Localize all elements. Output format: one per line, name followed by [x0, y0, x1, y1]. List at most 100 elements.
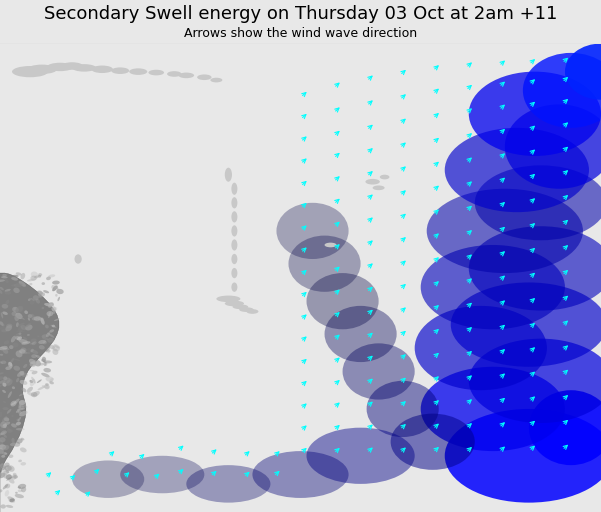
Ellipse shape [1, 360, 7, 364]
Ellipse shape [565, 44, 601, 100]
Ellipse shape [16, 313, 22, 319]
Ellipse shape [18, 404, 21, 410]
Ellipse shape [2, 390, 6, 393]
Ellipse shape [27, 279, 36, 282]
Ellipse shape [427, 189, 583, 273]
Ellipse shape [0, 322, 4, 326]
Ellipse shape [6, 476, 14, 481]
Ellipse shape [18, 326, 23, 332]
Ellipse shape [2, 445, 9, 451]
Ellipse shape [2, 311, 8, 315]
Ellipse shape [0, 472, 2, 476]
Ellipse shape [34, 316, 41, 321]
Ellipse shape [49, 340, 53, 343]
Ellipse shape [11, 438, 14, 443]
Ellipse shape [20, 447, 26, 453]
Ellipse shape [14, 442, 20, 447]
Ellipse shape [4, 435, 7, 438]
Ellipse shape [231, 254, 237, 264]
Ellipse shape [47, 333, 54, 338]
Ellipse shape [8, 467, 13, 470]
Ellipse shape [48, 312, 51, 318]
Ellipse shape [19, 393, 23, 396]
Ellipse shape [22, 388, 26, 392]
Ellipse shape [13, 343, 19, 348]
Polygon shape [0, 273, 59, 512]
Ellipse shape [37, 290, 43, 295]
Ellipse shape [20, 462, 26, 465]
Ellipse shape [27, 348, 32, 353]
Ellipse shape [2, 305, 10, 308]
Ellipse shape [20, 315, 23, 317]
Ellipse shape [178, 73, 194, 78]
Ellipse shape [14, 314, 19, 321]
Ellipse shape [1, 431, 7, 435]
Text: Secondary Swell energy on Thursday 03 Oct at 2am +11: Secondary Swell energy on Thursday 03 Oc… [44, 5, 557, 23]
Ellipse shape [17, 371, 25, 377]
Ellipse shape [17, 486, 21, 488]
Ellipse shape [35, 355, 40, 358]
Ellipse shape [9, 362, 12, 366]
Ellipse shape [415, 306, 547, 390]
Ellipse shape [52, 312, 55, 314]
Ellipse shape [46, 332, 50, 337]
Ellipse shape [38, 292, 45, 297]
Ellipse shape [445, 409, 601, 503]
Ellipse shape [44, 385, 50, 389]
Ellipse shape [32, 342, 37, 345]
Ellipse shape [0, 473, 5, 478]
Ellipse shape [29, 370, 34, 372]
Ellipse shape [5, 490, 9, 497]
Ellipse shape [167, 71, 182, 77]
Ellipse shape [24, 310, 28, 314]
Ellipse shape [31, 314, 35, 318]
Ellipse shape [4, 417, 9, 421]
Ellipse shape [2, 304, 8, 309]
Ellipse shape [28, 317, 30, 321]
Ellipse shape [4, 340, 9, 345]
Ellipse shape [231, 283, 237, 292]
Ellipse shape [325, 243, 337, 247]
Ellipse shape [32, 317, 38, 321]
Ellipse shape [35, 298, 40, 304]
Ellipse shape [16, 428, 25, 431]
Ellipse shape [2, 274, 7, 277]
Ellipse shape [44, 362, 47, 366]
Ellipse shape [0, 463, 5, 468]
Ellipse shape [0, 455, 2, 459]
Ellipse shape [75, 254, 82, 264]
Ellipse shape [49, 345, 55, 349]
Ellipse shape [19, 349, 25, 353]
Ellipse shape [43, 368, 51, 372]
Ellipse shape [16, 438, 23, 444]
Ellipse shape [6, 324, 13, 328]
Ellipse shape [11, 402, 16, 406]
Ellipse shape [31, 392, 37, 397]
Ellipse shape [41, 359, 45, 362]
Ellipse shape [42, 385, 49, 388]
Ellipse shape [46, 376, 53, 382]
Ellipse shape [52, 306, 56, 312]
Ellipse shape [46, 311, 53, 316]
Ellipse shape [37, 335, 40, 337]
Ellipse shape [239, 307, 254, 312]
Ellipse shape [0, 427, 4, 431]
Ellipse shape [10, 358, 14, 363]
Ellipse shape [111, 68, 129, 74]
Ellipse shape [5, 366, 11, 370]
Ellipse shape [27, 392, 35, 396]
Ellipse shape [469, 338, 601, 423]
Ellipse shape [0, 449, 5, 455]
Ellipse shape [7, 465, 14, 472]
Ellipse shape [47, 348, 50, 353]
Ellipse shape [44, 303, 53, 307]
Ellipse shape [0, 346, 8, 350]
Ellipse shape [39, 345, 44, 350]
Ellipse shape [19, 281, 26, 287]
Ellipse shape [47, 338, 54, 343]
Ellipse shape [43, 341, 47, 345]
Ellipse shape [41, 373, 50, 377]
Ellipse shape [0, 449, 4, 454]
Ellipse shape [36, 318, 45, 322]
Ellipse shape [10, 443, 18, 446]
